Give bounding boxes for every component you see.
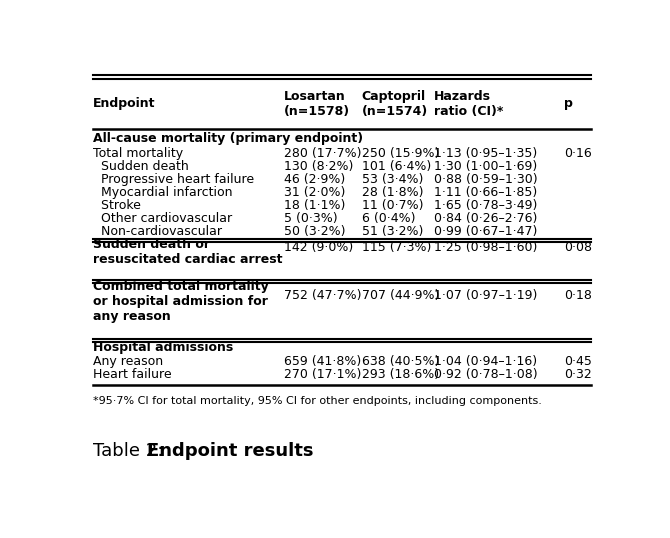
Text: 1·07 (0·97–1·19): 1·07 (0·97–1·19)	[434, 289, 537, 302]
Text: Sudden death: Sudden death	[93, 160, 189, 173]
Text: 638 (40·5%): 638 (40·5%)	[362, 355, 439, 369]
Text: 5 (0·3%): 5 (0·3%)	[283, 212, 337, 225]
Text: 28 (1·8%): 28 (1·8%)	[362, 186, 423, 199]
Text: Other cardiovascular: Other cardiovascular	[93, 212, 232, 225]
Text: p: p	[564, 97, 573, 110]
Text: 1·04 (0·94–1·16): 1·04 (0·94–1·16)	[434, 355, 537, 369]
Text: 101 (6·4%): 101 (6·4%)	[362, 160, 431, 173]
Text: 1·25 (0·98–1·60): 1·25 (0·98–1·60)	[434, 240, 537, 253]
Text: 0·84 (0·26–2·76): 0·84 (0·26–2·76)	[434, 212, 537, 225]
Text: Sudden death or
resuscitated cardiac arrest: Sudden death or resuscitated cardiac arr…	[93, 238, 283, 266]
Text: 1·11 (0·66–1·85): 1·11 (0·66–1·85)	[434, 186, 537, 199]
Text: Hospital admissions: Hospital admissions	[93, 342, 233, 355]
Text: 142 (9·0%): 142 (9·0%)	[283, 240, 353, 253]
Text: 0·45: 0·45	[564, 355, 592, 369]
Text: 1·13 (0·95–1·35): 1·13 (0·95–1·35)	[434, 147, 537, 160]
Text: All-cause mortality (primary endpoint): All-cause mortality (primary endpoint)	[93, 132, 363, 145]
Text: 0·88 (0·59–1·30): 0·88 (0·59–1·30)	[434, 173, 538, 186]
Text: Table 2:: Table 2:	[93, 442, 169, 460]
Text: 293 (18·6%): 293 (18·6%)	[362, 369, 439, 381]
Text: 11 (0·7%): 11 (0·7%)	[362, 199, 423, 212]
Text: Endpoint: Endpoint	[93, 97, 155, 110]
Text: 0·99 (0·67–1·47): 0·99 (0·67–1·47)	[434, 225, 537, 238]
Text: Non-cardiovascular: Non-cardiovascular	[93, 225, 222, 238]
Text: 115 (7·3%): 115 (7·3%)	[362, 240, 431, 253]
Text: Captopril
(n=1574): Captopril (n=1574)	[362, 90, 428, 118]
Text: Heart failure: Heart failure	[93, 369, 172, 381]
Text: 707 (44·9%): 707 (44·9%)	[362, 289, 439, 302]
Text: 46 (2·9%): 46 (2·9%)	[283, 173, 345, 186]
Text: Endpoint results: Endpoint results	[147, 442, 314, 460]
Text: Stroke: Stroke	[93, 199, 141, 212]
Text: 6 (0·4%): 6 (0·4%)	[362, 212, 415, 225]
Text: 53 (3·4%): 53 (3·4%)	[362, 173, 423, 186]
Text: Total mortality: Total mortality	[93, 147, 183, 160]
Text: 130 (8·2%): 130 (8·2%)	[283, 160, 353, 173]
Text: 50 (3·2%): 50 (3·2%)	[283, 225, 345, 238]
Text: 0·32: 0·32	[564, 369, 592, 381]
Text: Combined total mortality
or hospital admission for
any reason: Combined total mortality or hospital adm…	[93, 280, 269, 323]
Text: Myocardial infarction: Myocardial infarction	[93, 186, 232, 199]
Text: 280 (17·7%): 280 (17·7%)	[283, 147, 361, 160]
Text: 0·16: 0·16	[564, 147, 592, 160]
Text: 0·92 (0·78–1·08): 0·92 (0·78–1·08)	[434, 369, 538, 381]
Text: 18 (1·1%): 18 (1·1%)	[283, 199, 345, 212]
Text: 51 (3·2%): 51 (3·2%)	[362, 225, 423, 238]
Text: 270 (17·1%): 270 (17·1%)	[283, 369, 361, 381]
Text: Hazards
ratio (CI)*: Hazards ratio (CI)*	[434, 90, 504, 118]
Text: Progressive heart failure: Progressive heart failure	[93, 173, 254, 186]
Text: Losartan
(n=1578): Losartan (n=1578)	[283, 90, 350, 118]
Text: 1·65 (0·78–3·49): 1·65 (0·78–3·49)	[434, 199, 537, 212]
Text: 0·18: 0·18	[564, 289, 592, 302]
Text: 31 (2·0%): 31 (2·0%)	[283, 186, 345, 199]
Text: *95·7% CI for total mortality, 95% CI for other endpoints, including components.: *95·7% CI for total mortality, 95% CI fo…	[93, 395, 542, 406]
Text: 0·08: 0·08	[564, 240, 592, 253]
Text: 659 (41·8%): 659 (41·8%)	[283, 355, 361, 369]
Text: 1·30 (1·00–1·69): 1·30 (1·00–1·69)	[434, 160, 537, 173]
Text: 752 (47·7%): 752 (47·7%)	[283, 289, 361, 302]
Text: Any reason: Any reason	[93, 355, 163, 369]
Text: 250 (15·9%): 250 (15·9%)	[362, 147, 439, 160]
